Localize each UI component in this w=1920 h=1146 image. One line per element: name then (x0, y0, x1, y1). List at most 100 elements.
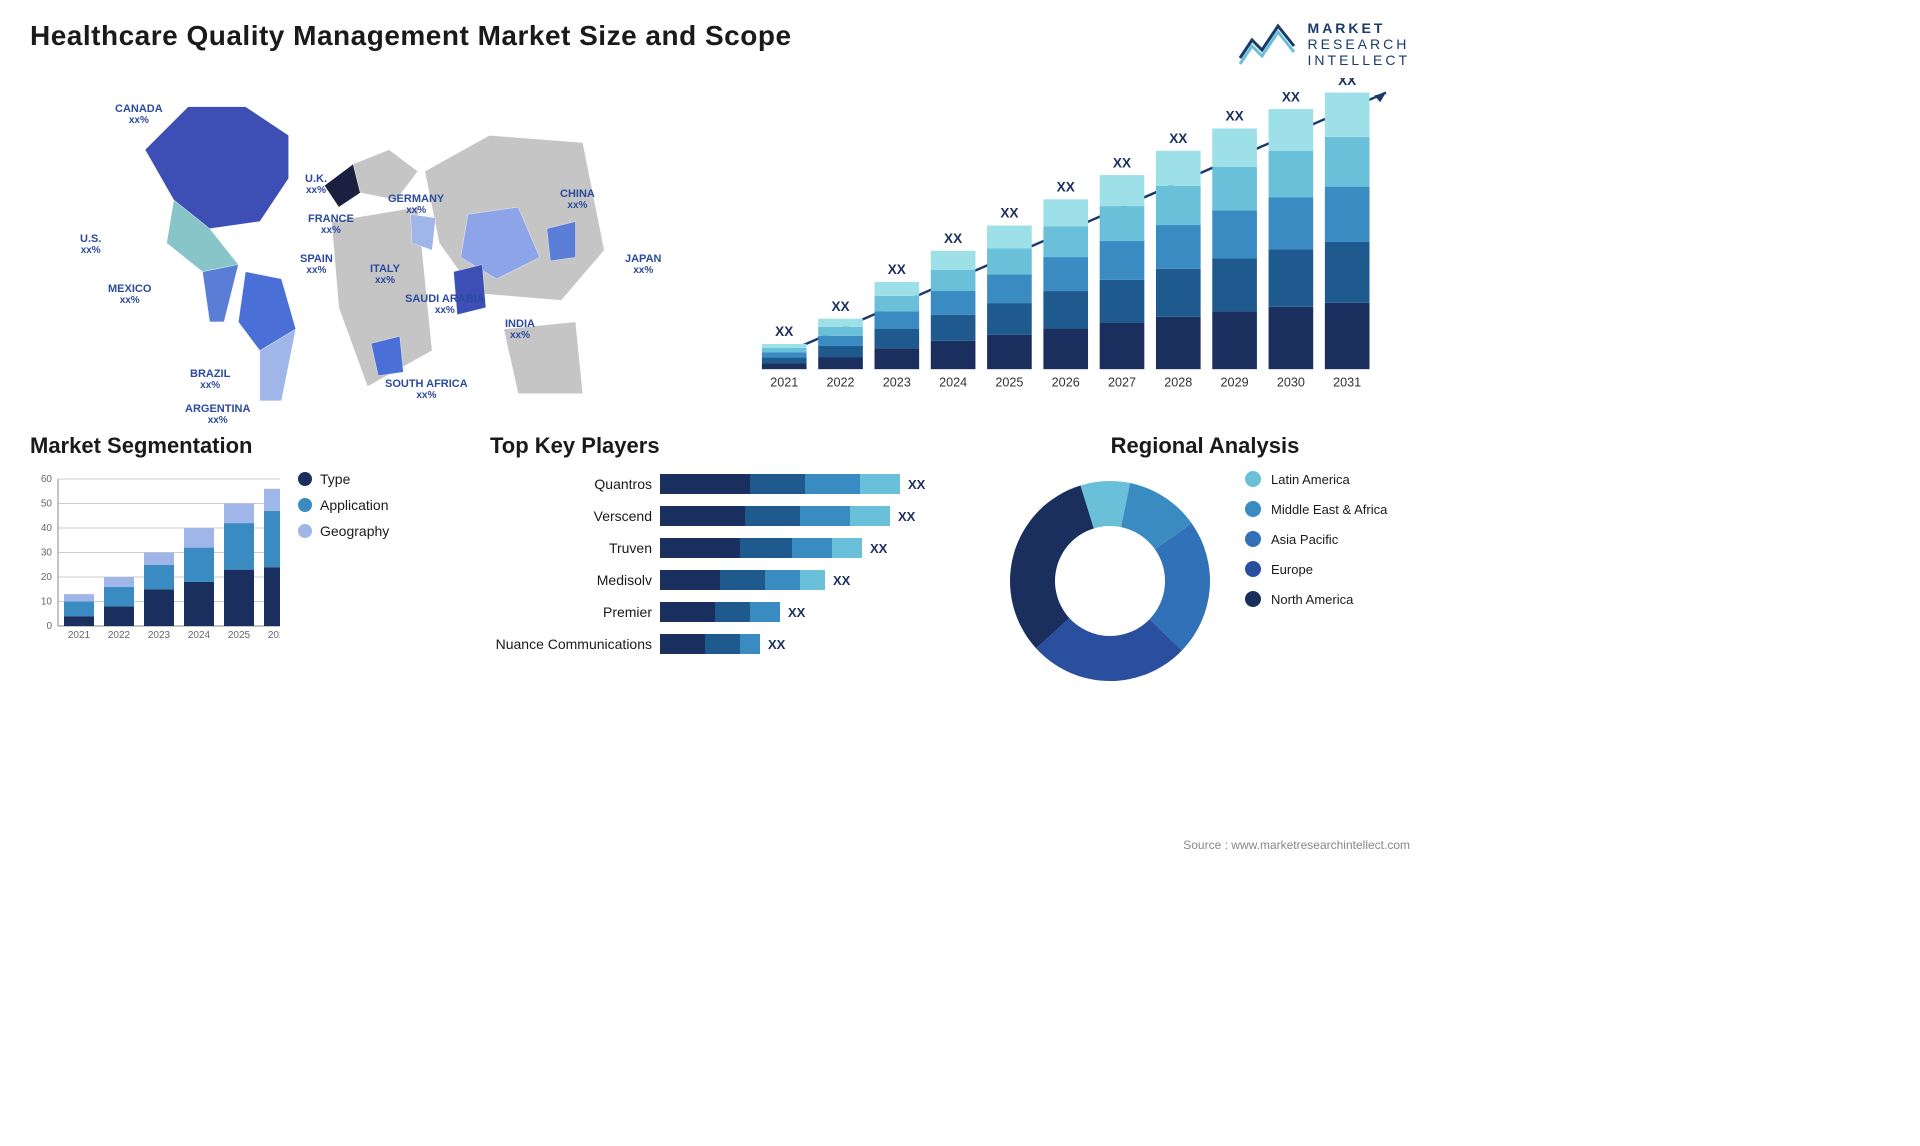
player-row: Verscend XX (490, 503, 960, 529)
legend-item: Type (298, 471, 389, 487)
player-bar (660, 506, 890, 526)
svg-text:2031: 2031 (1333, 376, 1361, 390)
svg-text:XX: XX (1169, 131, 1187, 146)
player-value: XX (768, 637, 785, 652)
segmentation-title: Market Segmentation (30, 433, 450, 459)
key-players-title: Top Key Players (490, 433, 960, 459)
legend-item: Application (298, 497, 389, 513)
regional-legend: Latin America Middle East & Africa Asia Pa… (1245, 471, 1387, 621)
logo-text: MARKET RESEARCH INTELLECT (1308, 20, 1410, 68)
player-value: XX (898, 509, 915, 524)
svg-text:2026: 2026 (268, 630, 280, 641)
map-label: GERMANYxx% (388, 193, 444, 216)
svg-text:XX: XX (944, 231, 962, 246)
svg-text:XX: XX (1282, 90, 1300, 105)
player-name: Quantros (490, 476, 660, 492)
map-label: FRANCExx% (308, 213, 354, 236)
svg-text:0: 0 (46, 621, 52, 632)
map-label: BRAZILxx% (190, 368, 230, 391)
svg-text:2022: 2022 (108, 630, 131, 641)
logo-icon (1238, 20, 1298, 68)
map-label: JAPANxx% (625, 253, 661, 276)
svg-text:2021: 2021 (770, 376, 798, 390)
map-label: CANADAxx% (115, 103, 163, 126)
svg-text:2022: 2022 (826, 376, 854, 390)
svg-text:2024: 2024 (188, 630, 211, 641)
map-label: U.S.xx% (80, 233, 101, 256)
player-value: XX (908, 477, 925, 492)
player-row: Truven XX (490, 535, 960, 561)
legend-item: North America (1245, 591, 1387, 607)
map-label: SAUDI ARABIAxx% (405, 293, 485, 316)
map-label: ARGENTINAxx% (185, 403, 250, 426)
svg-text:XX: XX (831, 299, 849, 314)
player-bar (660, 634, 760, 654)
main-forecast-chart: XX2021XX2022XX2023XX2024XX2025XX2026XX20… (735, 78, 1410, 408)
world-map-svg (30, 78, 705, 408)
bottom-row: Market Segmentation 01020304050602021202… (30, 433, 1410, 691)
top-row: CANADAxx%U.S.xx%MEXICOxx%BRAZILxx%ARGENT… (30, 78, 1410, 408)
header: Healthcare Quality Management Market Siz… (30, 20, 1410, 68)
player-bar (660, 602, 780, 622)
legend-item: Europe (1245, 561, 1387, 577)
page-title: Healthcare Quality Management Market Siz… (30, 20, 792, 52)
svg-text:2021: 2021 (68, 630, 91, 641)
svg-text:2026: 2026 (1052, 376, 1080, 390)
key-players-chart: QuantrosXXVerscendXXTruvenXXMedisolvXXPr… (490, 471, 960, 657)
map-label: CHINAxx% (560, 188, 595, 211)
player-bar (660, 474, 900, 494)
svg-text:50: 50 (41, 499, 53, 510)
segmentation-legend: Type Application Geography (298, 471, 389, 671)
svg-text:XX: XX (775, 324, 793, 339)
player-row: Nuance Communications XX (490, 631, 960, 657)
player-row: Medisolv XX (490, 567, 960, 593)
svg-text:XX: XX (1113, 156, 1131, 171)
legend-item: Latin America (1245, 471, 1387, 487)
player-row: Premier XX (490, 599, 960, 625)
world-map-panel: CANADAxx%U.S.xx%MEXICOxx%BRAZILxx%ARGENT… (30, 78, 705, 408)
player-name: Premier (490, 604, 660, 620)
svg-text:XX: XX (1226, 109, 1244, 124)
map-label: INDIAxx% (505, 318, 535, 341)
map-label: MEXICOxx% (108, 283, 151, 306)
brand-logo: MARKET RESEARCH INTELLECT (1238, 20, 1410, 68)
source-attribution: Source : www.marketresearchintellect.com (1183, 838, 1410, 852)
svg-text:2029: 2029 (1221, 376, 1249, 390)
player-name: Verscend (490, 508, 660, 524)
player-bar (660, 570, 825, 590)
player-name: Medisolv (490, 572, 660, 588)
svg-text:60: 60 (41, 474, 53, 485)
svg-text:2025: 2025 (228, 630, 251, 641)
player-value: XX (833, 573, 850, 588)
player-name: Truven (490, 540, 660, 556)
player-name: Nuance Communications (490, 636, 660, 652)
svg-text:40: 40 (41, 523, 53, 534)
svg-text:2023: 2023 (148, 630, 171, 641)
map-label: SPAINxx% (300, 253, 333, 276)
segmentation-chart: 0102030405060202120222023202420252026 (30, 471, 280, 671)
svg-text:2028: 2028 (1164, 376, 1192, 390)
regional-title: Regional Analysis (1000, 433, 1410, 459)
map-label: SOUTH AFRICAxx% (385, 378, 468, 401)
svg-text:2025: 2025 (995, 376, 1023, 390)
player-bar (660, 538, 862, 558)
svg-text:XX: XX (1338, 78, 1356, 88)
svg-text:XX: XX (1000, 206, 1018, 221)
player-value: XX (788, 605, 805, 620)
player-row: Quantros XX (490, 471, 960, 497)
legend-item: Geography (298, 523, 389, 539)
regional-panel: Regional Analysis Latin America Middle Ea… (1000, 433, 1410, 691)
legend-item: Middle East & Africa (1245, 501, 1387, 517)
map-label: U.K.xx% (305, 173, 327, 196)
regional-donut (1000, 471, 1220, 691)
player-value: XX (870, 541, 887, 556)
svg-text:2030: 2030 (1277, 376, 1305, 390)
svg-text:20: 20 (41, 572, 53, 583)
svg-text:30: 30 (41, 548, 53, 559)
key-players-panel: Top Key Players QuantrosXXVerscendXXTruv… (490, 433, 960, 691)
segmentation-panel: Market Segmentation 01020304050602021202… (30, 433, 450, 691)
svg-text:XX: XX (1057, 180, 1075, 195)
svg-text:2027: 2027 (1108, 376, 1136, 390)
legend-item: Asia Pacific (1245, 531, 1387, 547)
svg-text:2023: 2023 (883, 376, 911, 390)
